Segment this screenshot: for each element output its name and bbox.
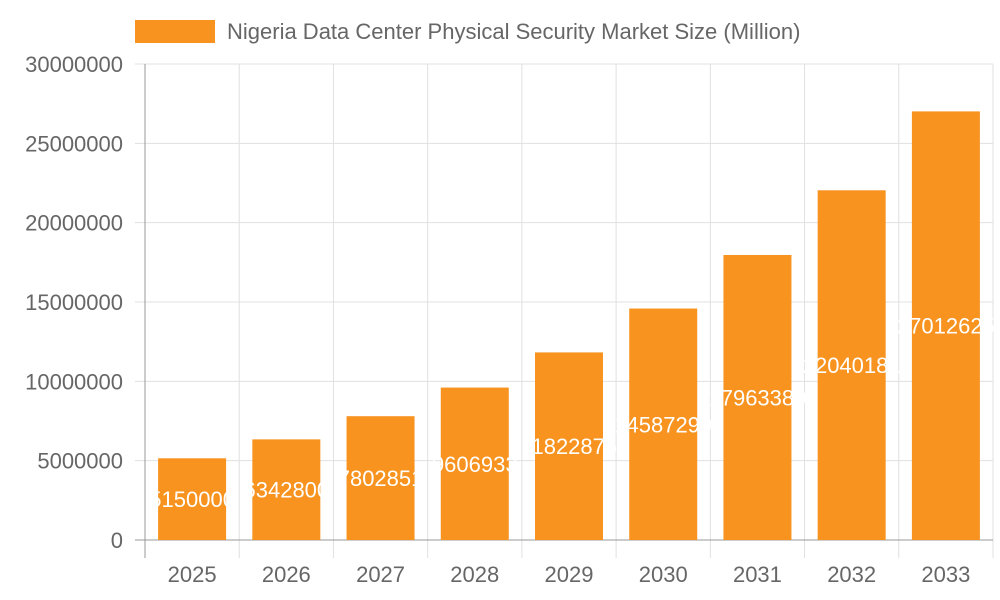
legend-label: Nigeria Data Center Physical Security Ma… <box>227 19 800 44</box>
data-label: 22040181 <box>803 353 901 378</box>
data-label: 17963380 <box>708 385 806 410</box>
y-tick-label: 10000000 <box>25 369 123 394</box>
y-tick-label: 0 <box>111 528 123 553</box>
data-label: 6342800 <box>244 478 330 503</box>
data-label: 9606933 <box>432 452 518 477</box>
data-label: 11822875 <box>521 434 617 459</box>
data-label: 5150000 <box>149 487 235 512</box>
bar-2031 <box>723 254 792 541</box>
x-tick-label: 2032 <box>827 562 876 587</box>
y-tick-label: 25000000 <box>25 131 123 156</box>
bar-2028 <box>440 387 509 540</box>
x-tick-label: 2027 <box>356 562 405 587</box>
bar-2033 <box>911 111 980 540</box>
x-tick-label: 2029 <box>545 562 594 587</box>
y-tick-label: 20000000 <box>25 211 123 236</box>
data-label: 14587299 <box>614 412 712 437</box>
bar-2025 <box>158 458 227 540</box>
y-tick-label: 30000000 <box>25 52 123 77</box>
data-label: 27012625 <box>897 314 995 339</box>
x-tick-label: 2026 <box>262 562 311 587</box>
x-tick-label: 2033 <box>921 562 970 587</box>
bar-2026 <box>252 439 321 540</box>
x-tick-label: 2025 <box>168 562 217 587</box>
x-tick-label: 2030 <box>639 562 688 587</box>
bar-2032 <box>817 190 886 541</box>
bar-2027 <box>346 416 415 540</box>
y-tick-label: 15000000 <box>25 290 123 315</box>
legend-swatch <box>135 20 215 43</box>
bar-2029 <box>535 352 603 540</box>
y-tick-label: 5000000 <box>37 449 123 474</box>
x-tick-label: 2028 <box>450 562 499 587</box>
data-label: 7802851 <box>338 466 424 491</box>
bar-2030 <box>629 308 698 540</box>
x-tick-label: 2031 <box>733 562 782 587</box>
